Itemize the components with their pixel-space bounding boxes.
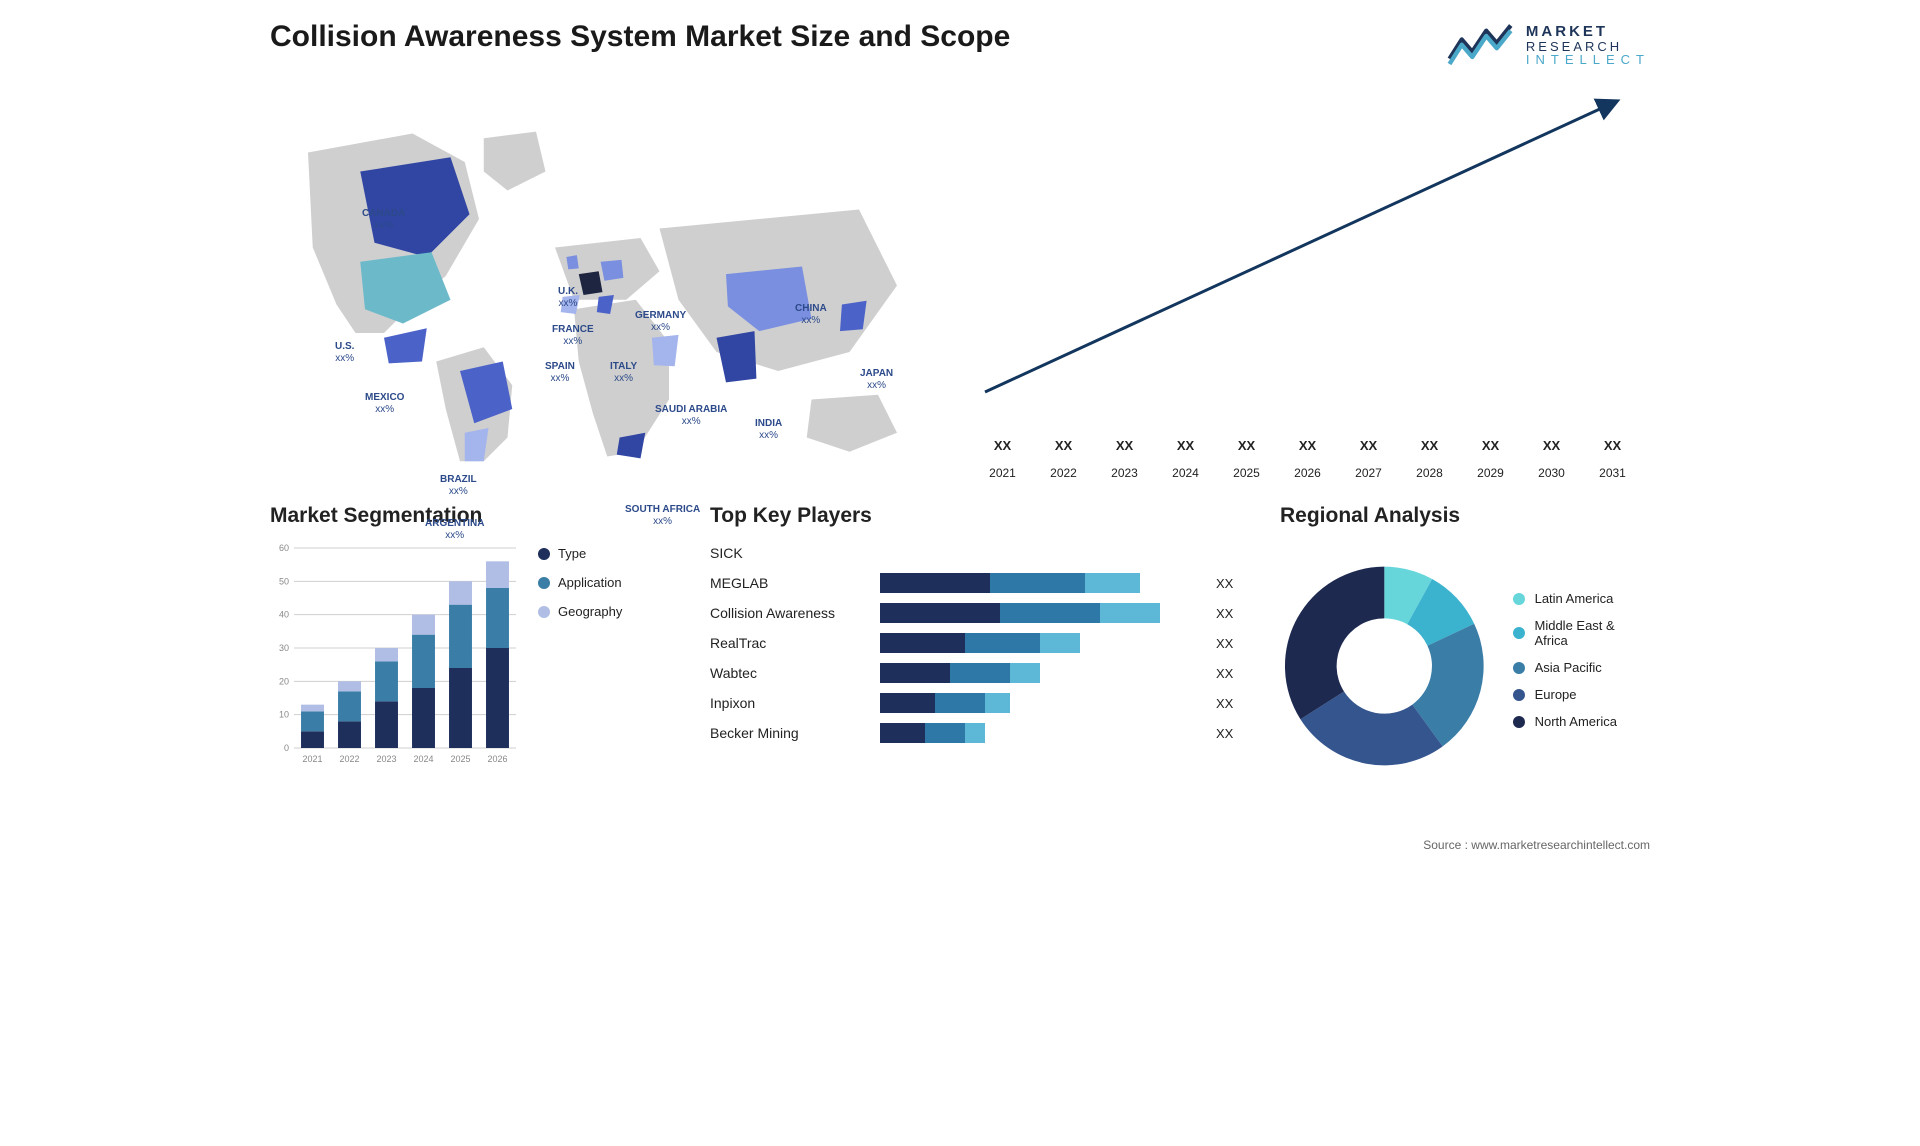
- player-bar: [880, 543, 1210, 563]
- map-label: SPAINxx%: [545, 361, 575, 385]
- svg-text:2024: 2024: [413, 754, 433, 764]
- regional-legend: Latin America Middle East & Africa Asia Pa…: [1513, 591, 1650, 741]
- map-label: CHINAxx%: [795, 303, 827, 327]
- svg-text:30: 30: [279, 643, 289, 653]
- player-name: Becker Mining: [710, 725, 880, 741]
- player-value: XX: [1210, 696, 1250, 711]
- player-bar: [880, 723, 1210, 743]
- segmentation-legend: Type Application Geography: [538, 538, 622, 794]
- map-label: ITALYxx%: [610, 361, 637, 385]
- player-row: Collision Awareness XX: [710, 598, 1250, 628]
- brand-logo-line1: MARKET: [1526, 24, 1650, 40]
- player-name: RealTrac: [710, 635, 880, 651]
- svg-text:20: 20: [279, 676, 289, 686]
- player-value: XX: [1210, 726, 1250, 741]
- svg-text:2025: 2025: [450, 754, 470, 764]
- player-bar: [880, 663, 1210, 683]
- segmentation-legend-item: Type: [538, 546, 622, 561]
- svg-text:10: 10: [279, 710, 289, 720]
- region-legend-item: Middle East & Africa: [1513, 618, 1650, 648]
- growth-x-label: 2027: [1341, 466, 1396, 480]
- player-row: Becker Mining XX: [710, 718, 1250, 748]
- growth-x-label: 2023: [1097, 466, 1152, 480]
- brand-logo: MARKET RESEARCH INTELLECT: [1446, 20, 1650, 71]
- regional-donut-chart: [1280, 561, 1489, 771]
- growth-x-label: 2030: [1524, 466, 1579, 480]
- growth-x-label: 2025: [1219, 466, 1274, 480]
- player-name: MEGLAB: [710, 575, 880, 591]
- world-map-panel: CANADAxx%U.S.xx%MEXICOxx%BRAZILxx%ARGENT…: [270, 86, 935, 486]
- growth-x-label: 2024: [1158, 466, 1213, 480]
- player-row: Inpixon XX: [710, 688, 1250, 718]
- regional-panel: Regional Analysis Latin America Middle Ea…: [1280, 504, 1650, 794]
- player-row: SICK: [710, 538, 1250, 568]
- region-legend-item: Latin America: [1513, 591, 1650, 606]
- segmentation-legend-item: Geography: [538, 604, 622, 619]
- segmentation-panel: Market Segmentation 01020304050602021202…: [270, 504, 680, 794]
- growth-x-label: 2022: [1036, 466, 1091, 480]
- region-legend-item: North America: [1513, 714, 1650, 729]
- svg-text:2023: 2023: [376, 754, 396, 764]
- map-label: MEXICOxx%: [365, 392, 404, 416]
- player-row: RealTrac XX: [710, 628, 1250, 658]
- region-legend-item: Europe: [1513, 687, 1650, 702]
- brand-logo-line2: RESEARCH: [1526, 40, 1650, 54]
- region-legend-item: Asia Pacific: [1513, 660, 1650, 675]
- player-value: XX: [1210, 666, 1250, 681]
- svg-text:0: 0: [284, 743, 289, 753]
- map-label: FRANCExx%: [552, 324, 594, 348]
- player-name: SICK: [710, 545, 880, 561]
- player-bar: [880, 603, 1210, 623]
- map-label: CANADAxx%: [362, 208, 405, 232]
- segmentation-chart: 0 10 20 30 40 50 60 2021 2022 2023 2024 2025 2026: [270, 538, 520, 768]
- player-name: Wabtec: [710, 665, 880, 681]
- svg-text:40: 40: [279, 610, 289, 620]
- player-value: XX: [1210, 576, 1250, 591]
- brand-logo-icon: [1446, 20, 1516, 71]
- regional-title: Regional Analysis: [1280, 504, 1650, 528]
- growth-chart-panel: XXXXXXXXXXXXXXXXXXXXXX 20212022202320242…: [965, 86, 1650, 486]
- svg-text:60: 60: [279, 543, 289, 553]
- player-value: XX: [1210, 606, 1250, 621]
- growth-x-label: 2031: [1585, 466, 1640, 480]
- growth-x-label: 2026: [1280, 466, 1335, 480]
- player-row: MEGLAB XX: [710, 568, 1250, 598]
- player-bar: [880, 633, 1210, 653]
- player-bar: [880, 573, 1210, 593]
- svg-text:2021: 2021: [302, 754, 322, 764]
- map-label: U.K.xx%: [558, 286, 578, 310]
- player-value: XX: [1210, 636, 1250, 651]
- map-label: SOUTH AFRICAxx%: [625, 504, 700, 528]
- brand-logo-line3: INTELLECT: [1526, 53, 1650, 67]
- source-text: Source : www.marketresearchintellect.com: [1423, 838, 1650, 852]
- players-panel: Top Key Players SICKMEGLABXXCollision Aw…: [710, 504, 1250, 794]
- map-label: JAPANxx%: [860, 368, 893, 392]
- growth-x-label: 2028: [1402, 466, 1457, 480]
- map-label: U.S.xx%: [335, 341, 354, 365]
- growth-x-label: 2021: [975, 466, 1030, 480]
- svg-text:2022: 2022: [339, 754, 359, 764]
- map-label: BRAZILxx%: [440, 474, 477, 498]
- player-bar: [880, 693, 1210, 713]
- map-label: INDIAxx%: [755, 418, 782, 442]
- segmentation-legend-item: Application: [538, 575, 622, 590]
- player-name: Inpixon: [710, 695, 880, 711]
- map-label: SAUDI ARABIAxx%: [655, 404, 727, 428]
- player-name: Collision Awareness: [710, 605, 880, 621]
- map-label: GERMANYxx%: [635, 310, 686, 334]
- page-title: Collision Awareness System Market Size a…: [270, 20, 1010, 54]
- svg-text:50: 50: [279, 576, 289, 586]
- growth-x-label: 2029: [1463, 466, 1518, 480]
- players-title: Top Key Players: [710, 504, 1250, 528]
- player-row: Wabtec XX: [710, 658, 1250, 688]
- svg-text:2026: 2026: [487, 754, 507, 764]
